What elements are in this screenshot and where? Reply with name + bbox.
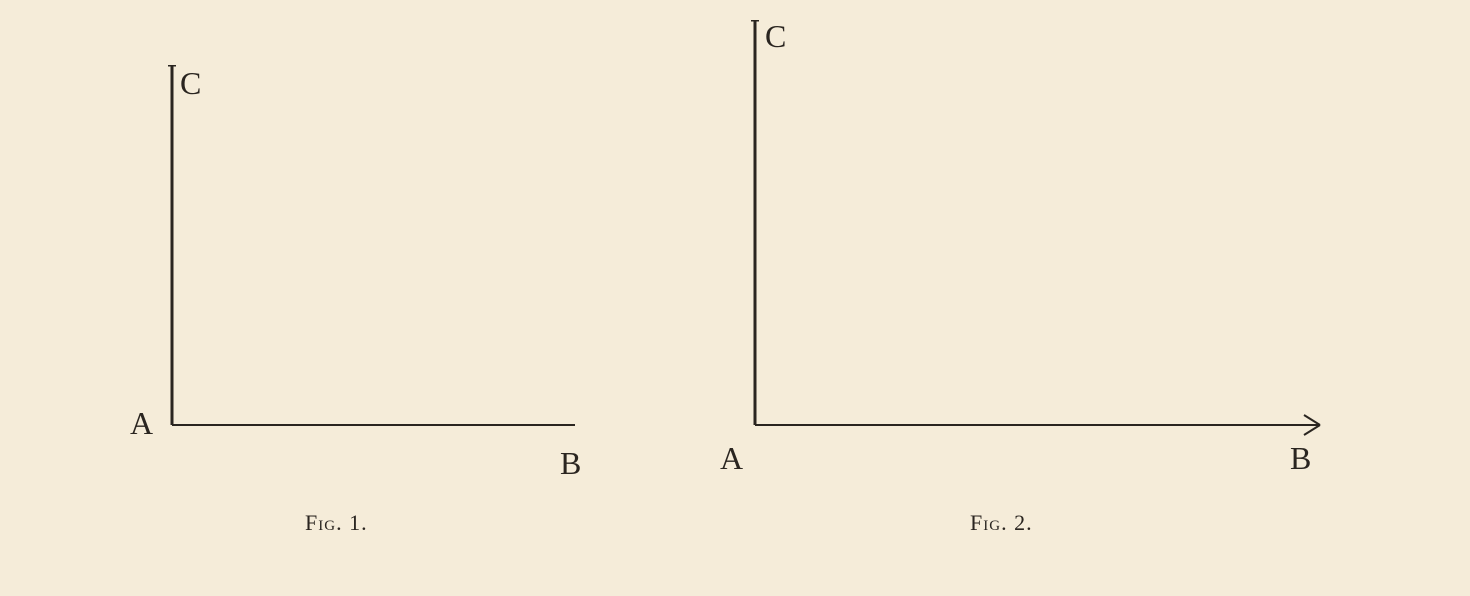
fig1-label-b: B bbox=[560, 445, 581, 482]
figure-1-svg bbox=[70, 65, 630, 565]
fig1-label-c: C bbox=[180, 65, 201, 102]
figure-2: A B C Fig. 2. bbox=[680, 20, 1380, 580]
fig2-label-c: C bbox=[765, 18, 786, 55]
fig1-caption: Fig. 1. bbox=[305, 510, 368, 536]
fig1-label-a: A bbox=[130, 405, 153, 442]
fig2-label-b: B bbox=[1290, 440, 1311, 477]
figure-2-svg bbox=[680, 20, 1380, 580]
figure-1: A B C Fig. 1. bbox=[70, 65, 630, 565]
fig2-label-a: A bbox=[720, 440, 743, 477]
fig2-caption: Fig. 2. bbox=[970, 510, 1033, 536]
